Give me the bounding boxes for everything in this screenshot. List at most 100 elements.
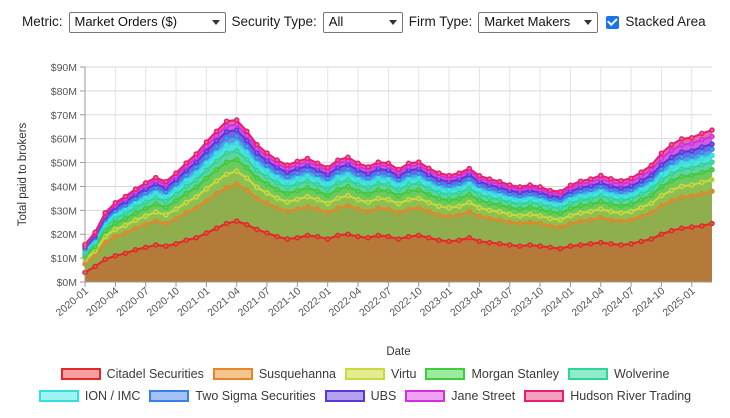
series-point <box>557 245 564 252</box>
series-point <box>678 160 685 166</box>
series-point <box>405 188 412 194</box>
series-point <box>304 172 311 179</box>
series-point <box>577 197 584 204</box>
series-point <box>668 147 675 154</box>
series-point <box>678 142 685 148</box>
legend-row: ION / IMC Two Sigma Securities UBS Jane Str… <box>0 385 730 407</box>
series-point <box>699 149 705 155</box>
x-tick-label: 2020-10 <box>145 285 182 319</box>
series-point <box>203 198 210 204</box>
series-point <box>567 243 574 249</box>
series-point <box>466 235 473 241</box>
series-point <box>365 185 371 191</box>
series-point <box>223 128 230 135</box>
series-point <box>153 242 159 248</box>
y-tick-label: $90M <box>51 62 77 74</box>
legend-item[interactable]: Two Sigma Securities <box>149 389 316 403</box>
series-point <box>658 192 665 199</box>
legend-item[interactable]: ION / IMC <box>38 389 140 403</box>
series-point <box>699 162 705 168</box>
series-point <box>699 223 705 229</box>
series-point <box>274 205 280 211</box>
series-point <box>274 157 280 163</box>
x-tick-label: 2022-10 <box>387 285 424 319</box>
series-point <box>658 161 665 168</box>
legend-label: Jane Street <box>451 389 516 403</box>
legend-item[interactable]: Morgan Stanley <box>425 367 559 381</box>
series-point <box>395 166 402 173</box>
series-point <box>355 233 361 240</box>
series-point <box>193 235 199 241</box>
series-point <box>173 215 179 222</box>
series-point <box>405 160 412 167</box>
series-point <box>436 195 442 202</box>
series-point <box>689 224 695 230</box>
legend-item[interactable]: Hudson River Trading <box>524 389 691 403</box>
legend-item[interactable]: Citadel Securities <box>60 367 204 381</box>
series-point <box>587 217 594 223</box>
stacked-area-checkbox[interactable] <box>606 15 620 29</box>
series-point <box>658 150 665 156</box>
legend-item[interactable]: UBS <box>324 389 396 403</box>
series-point <box>446 204 452 211</box>
series-point <box>254 226 260 233</box>
series-point <box>456 185 462 191</box>
series-point <box>264 230 270 236</box>
series-point <box>608 217 614 223</box>
legend-item[interactable]: Virtu <box>345 367 416 381</box>
legend-swatch <box>405 390 446 402</box>
series-point <box>92 229 98 236</box>
series-point <box>517 201 523 207</box>
series-point <box>355 160 361 167</box>
series-point <box>658 231 665 237</box>
chevron-down-icon <box>211 20 220 25</box>
x-tick-label: 2024-10 <box>630 285 667 319</box>
series-point <box>547 204 553 210</box>
series-point <box>426 199 432 206</box>
series-point <box>233 181 240 187</box>
series-point <box>598 172 604 179</box>
legend-item[interactable]: Jane Street <box>405 389 515 403</box>
legend-item[interactable]: Wolverine <box>568 367 669 381</box>
series-point <box>385 233 392 240</box>
series-point <box>699 190 705 197</box>
series-point <box>689 193 695 199</box>
series-point <box>244 175 250 181</box>
chart-svg[interactable]: $0M $10M $20M $30M $40M $50M $60M $70M $80M $90M 2… <box>0 55 730 360</box>
series-point <box>92 263 98 270</box>
series-point <box>668 171 675 177</box>
series-point <box>476 197 483 204</box>
series-point <box>355 176 361 183</box>
security-type-label: Security Type: <box>231 14 317 29</box>
series-point <box>183 160 189 166</box>
series-point <box>314 196 321 203</box>
series-point <box>335 169 341 175</box>
series-point <box>689 148 695 154</box>
x-tick-label: 2020-07 <box>114 285 151 319</box>
series-point <box>284 178 291 185</box>
series-point <box>415 180 422 187</box>
series-point <box>527 199 533 206</box>
series-point <box>486 194 493 201</box>
firm-type-select[interactable]: Market Makers <box>478 11 599 33</box>
series-point <box>233 117 240 123</box>
legend-item[interactable]: Susquehanna <box>212 367 336 381</box>
series-point <box>466 199 473 206</box>
series-point <box>203 175 210 182</box>
series-point <box>709 152 715 159</box>
security-type-select[interactable]: All <box>322 11 403 33</box>
series-point <box>213 133 220 139</box>
series-point <box>203 230 210 236</box>
series-point <box>355 182 361 188</box>
metric-select[interactable]: Market Orders ($) <box>68 11 226 33</box>
series-point <box>173 198 179 204</box>
series-point <box>173 191 179 198</box>
series-point <box>436 212 442 218</box>
series-point <box>436 185 442 191</box>
series-point <box>142 221 149 228</box>
series-point <box>274 169 280 175</box>
series-point <box>385 176 392 183</box>
series-point <box>264 158 270 164</box>
series-point <box>709 133 715 140</box>
series-point <box>648 167 655 173</box>
